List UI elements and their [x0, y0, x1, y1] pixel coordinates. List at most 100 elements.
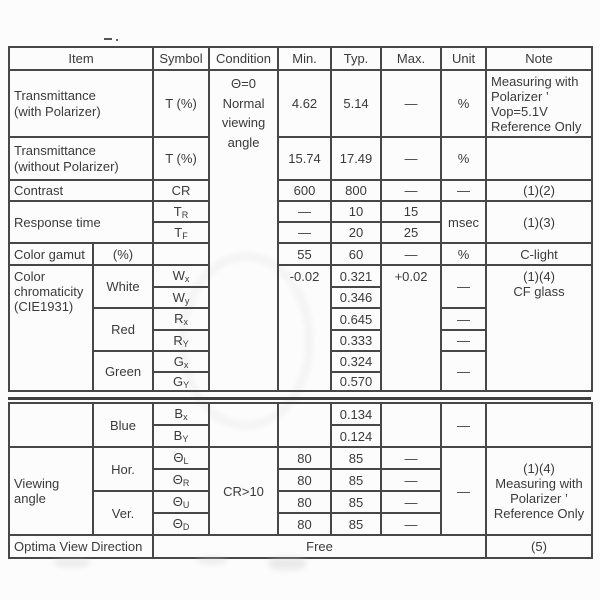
cell-chroma-item-cont: [8, 402, 94, 448]
cell-viewing-thetau-typ: 85: [330, 490, 382, 514]
cell-blue-note: [485, 402, 593, 448]
cell-viewing-thetar-min: 80: [277, 468, 332, 492]
header-unit: Unit: [440, 46, 488, 71]
row-transmittance-without: Transmittance (without Polarizer) T (%) …: [7, 136, 594, 181]
cell-chroma-green-label: Green: [91, 350, 155, 392]
cell-chroma-bx-typ: 0.134: [330, 402, 382, 426]
spec-table-part1: Item Symbol Condition Min. Typ. Max. Uni…: [7, 46, 594, 392]
cell-gamut-typ: 60: [330, 242, 383, 266]
row-chroma-ry: RY 0.333 —: [9, 329, 592, 352]
cell-gamut-sublabel: (%): [91, 242, 155, 266]
cell-condition-normal-viewing: Θ=0 Normal viewing angle: [208, 69, 280, 392]
cell-blue-condition: [208, 402, 279, 448]
header-note: Note: [485, 46, 594, 71]
cell-chroma-by-typ: 0.124: [330, 424, 382, 448]
cell-blue-unit: —: [440, 402, 487, 448]
cell-transwithout-symbol: T (%): [152, 136, 211, 181]
cell-response-tf-symbol: TF: [152, 221, 211, 244]
cell-chroma-rx-typ: 0.645: [330, 307, 383, 331]
cell-response-tr-typ: 10: [330, 200, 383, 223]
cell-response-unit: msec: [440, 200, 488, 244]
cell-contrast-typ: 800: [330, 179, 383, 202]
cell-gamut-min: 55: [277, 242, 333, 266]
cell-viewing-thetar-typ: 85: [330, 468, 382, 492]
cell-chroma-item: Color chromaticity (CIE1931): [8, 264, 94, 392]
cell-chroma-max: +0.02: [380, 264, 443, 392]
page-break-rule: [8, 397, 591, 400]
cell-chroma-wy-symbol: Wy: [152, 286, 211, 309]
header-condition: Condition: [208, 46, 280, 71]
cell-chroma-rx-unit: —: [440, 307, 488, 331]
cell-contrast-min: 600: [277, 179, 333, 202]
cell-viewing-condition: CR>10: [208, 446, 279, 536]
cell-blue-max: [380, 402, 442, 448]
cell-viewing-thetad-symbol: ΘD: [152, 512, 210, 536]
cell-transwith-unit: %: [440, 69, 488, 138]
header-typ: Typ.: [330, 46, 383, 71]
scan-smudge: [268, 557, 306, 570]
row-chroma-wy: Wy 0.346: [9, 286, 592, 309]
row-color-gamut: Color gamut (%) 55 60 — % C-light: [8, 242, 594, 266]
cell-transwithout-typ: 17.49: [330, 136, 383, 181]
cell-chroma-wy-typ: 0.346: [330, 286, 383, 309]
scan-smudge: [54, 559, 90, 567]
optical-characteristics-table: Item Symbol Condition Min. Typ. Max. Uni…: [7, 46, 594, 559]
cell-chroma-min: -0.02: [277, 264, 333, 392]
cell-viewing-thetau-symbol: ΘU: [152, 490, 210, 514]
cell-gamut-symbol: [152, 242, 211, 266]
cell-chroma-gy-typ: 0.570: [330, 371, 383, 392]
cell-chroma-gx-typ: 0.324: [330, 350, 383, 373]
header-min: Min.: [277, 46, 333, 71]
cell-chroma-bx-symbol: Bx: [152, 402, 210, 426]
row-response-fall: TF — 20 25: [9, 221, 592, 244]
cell-chroma-blue-label: Blue: [92, 402, 154, 448]
cell-viewing-thetal-max: —: [380, 446, 442, 470]
cell-contrast-symbol: CR: [152, 179, 211, 202]
cell-viewing-ver-label: Ver.: [92, 490, 154, 536]
cell-contrast-max: —: [380, 179, 443, 202]
cell-chroma-wx-typ: 0.321: [330, 264, 383, 288]
cell-viewing-thetad-max: —: [380, 512, 442, 536]
cell-response-tr-symbol: TR: [152, 200, 211, 223]
cell-gamut-note: C-light: [485, 242, 594, 266]
scan-smudge: [197, 557, 227, 564]
stray-pen-mark: [104, 38, 112, 40]
cell-transwith-min: 4.62: [277, 69, 333, 138]
cell-contrast-note: (1)(2): [485, 179, 594, 202]
cell-viewing-thetad-min: 80: [277, 512, 332, 536]
cell-chroma-green-unit: —: [440, 350, 488, 392]
cell-chroma-white-label: White: [91, 264, 155, 309]
cell-transwith-symbol: T (%): [152, 69, 211, 138]
cell-response-tf-max: 25: [380, 221, 443, 244]
header-max: Max.: [380, 46, 443, 71]
row-viewing-right: ΘR 80 85 —: [9, 468, 592, 492]
cell-transwith-max: —: [380, 69, 443, 138]
header-symbol: Symbol: [152, 46, 211, 71]
cell-chroma-note: (1)(4) CF glass: [485, 264, 594, 392]
cell-chroma-white-unit: —: [440, 264, 488, 309]
cell-viewing-hor-label: Hor.: [92, 446, 154, 492]
row-chroma-gy: GY 0.570: [9, 371, 592, 392]
row-viewing-down: ΘD 80 85 —: [9, 512, 592, 536]
cell-optima-value: Free: [152, 534, 487, 559]
cell-chroma-by-symbol: BY: [152, 424, 210, 448]
cell-viewing-thetar-symbol: ΘR: [152, 468, 210, 492]
cell-viewing-unit: —: [440, 446, 487, 536]
cell-viewing-note: (1)(4) Measuring with Polarizer ’ Refere…: [485, 446, 593, 536]
cell-response-tr-max: 15: [380, 200, 443, 223]
cell-viewing-thetar-max: —: [380, 468, 442, 492]
row-transmittance-with: Transmittance (with Polarizer) T (%) Θ=0…: [7, 69, 594, 392]
cell-response-tr-min: —: [277, 200, 333, 223]
spec-table-part2: Blue Bx 0.134 — BY 0.124 Viewing angle H…: [8, 402, 593, 559]
cell-response-tf-min: —: [277, 221, 333, 244]
cell-viewing-thetau-max: —: [380, 490, 442, 514]
header-item: Item: [7, 46, 155, 71]
row-chroma-gx: Green Gx 0.324 —: [9, 350, 592, 392]
cell-chroma-gx-symbol: Gx: [152, 350, 211, 373]
row-chroma-rx: Red Rx 0.645 —: [9, 307, 592, 352]
cell-transwithout-unit: %: [440, 136, 488, 181]
row-optima-view-direction: Optima View Direction Free (5): [8, 534, 593, 559]
header-row: Item Symbol Condition Min. Typ. Max. Uni…: [7, 46, 594, 71]
cell-chroma-wx-symbol: Wx: [152, 264, 211, 288]
